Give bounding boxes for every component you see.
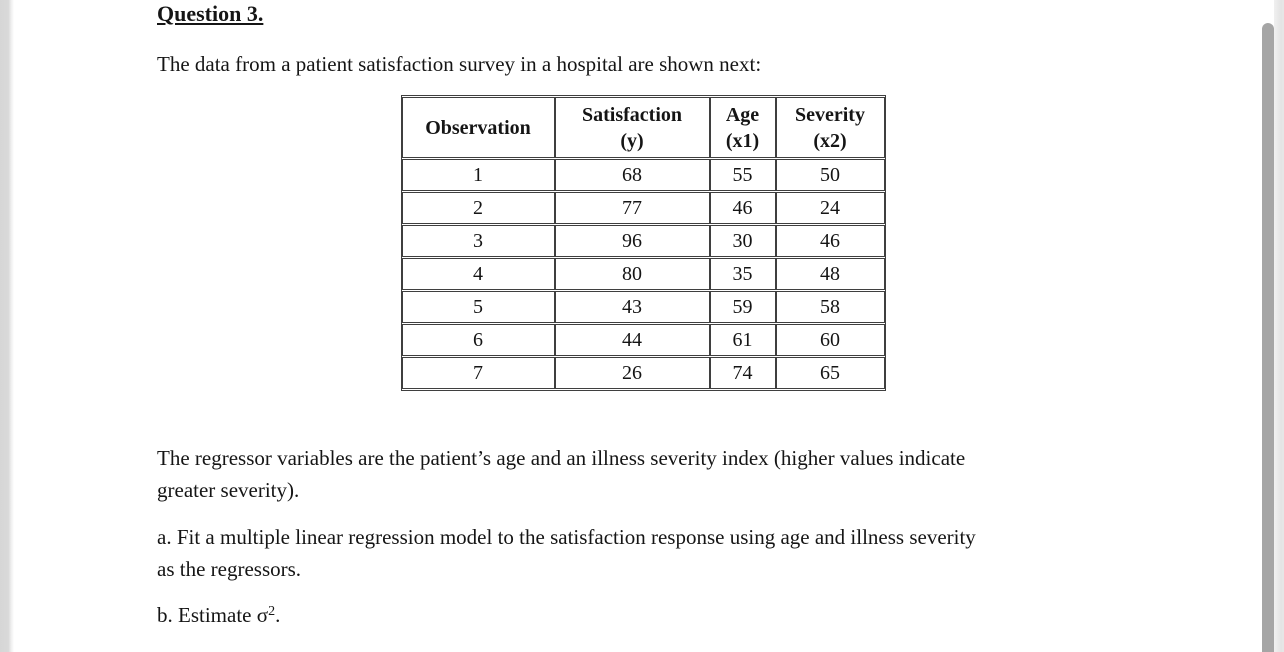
table-row: 5 43 59 58 <box>401 291 885 323</box>
header-severity-line1: Severity <box>795 103 865 126</box>
regressor-note-line2: greater severity). <box>157 478 300 502</box>
table-row: 2 77 46 24 <box>401 192 885 224</box>
cell-age: 35 <box>709 258 776 290</box>
header-observation: Observation <box>401 97 555 158</box>
cell-severity: 60 <box>775 324 885 356</box>
table-row: 7 26 74 65 <box>401 357 885 389</box>
document-content: Question 3. The data from a patient sati… <box>157 0 1129 631</box>
scrollbar-track[interactable] <box>1274 0 1284 652</box>
cell-observation: 7 <box>401 357 555 389</box>
cell-observation: 6 <box>401 324 555 356</box>
header-age: Age (x1) <box>709 97 776 158</box>
table-row: 6 44 61 60 <box>401 324 885 356</box>
cell-observation: 1 <box>401 159 555 191</box>
part-b-suffix: . <box>275 603 281 627</box>
cell-satisfaction: 80 <box>554 258 710 290</box>
cell-severity: 24 <box>775 192 885 224</box>
cell-observation: 4 <box>401 258 555 290</box>
header-severity: Severity (x2) <box>775 97 885 158</box>
cell-observation: 3 <box>401 225 555 257</box>
table-row: 3 96 30 46 <box>401 225 885 257</box>
question-title: Question 3. <box>157 1 264 26</box>
cell-severity: 65 <box>775 357 885 389</box>
header-satisfaction-line1: Satisfaction <box>582 103 682 126</box>
header-satisfaction-line2: (y) <box>620 129 644 152</box>
header-satisfaction: Satisfaction (y) <box>554 97 710 158</box>
table-row: 4 80 35 48 <box>401 258 885 290</box>
cell-severity: 48 <box>775 258 885 290</box>
cell-satisfaction: 68 <box>554 159 710 191</box>
cell-satisfaction: 26 <box>554 357 710 389</box>
part-b-prefix: b. Estimate σ <box>157 603 269 627</box>
cell-age: 59 <box>709 291 776 323</box>
cell-satisfaction: 44 <box>554 324 710 356</box>
cell-severity: 58 <box>775 291 885 323</box>
cell-severity: 50 <box>775 159 885 191</box>
part-a-text: a. Fit a multiple linear regression mode… <box>157 521 1129 585</box>
cell-age: 74 <box>709 357 776 389</box>
cell-satisfaction: 43 <box>554 291 710 323</box>
cell-observation: 5 <box>401 291 555 323</box>
cell-observation: 2 <box>401 192 555 224</box>
cell-satisfaction: 77 <box>554 192 710 224</box>
table-header-row: Observation Satisfaction (y) Age (x1) Se… <box>401 97 885 158</box>
cell-age: 55 <box>709 159 776 191</box>
header-age-line2: (x1) <box>725 129 760 152</box>
cell-satisfaction: 96 <box>554 225 710 257</box>
part-b-text: b. Estimate σ2. <box>157 599 1129 631</box>
scrollbar <box>1262 0 1284 652</box>
table-row: 1 68 55 50 <box>401 159 885 191</box>
cell-severity: 46 <box>775 225 885 257</box>
regressor-note: The regressor variables are the patient’… <box>157 442 1129 506</box>
intro-text: The data from a patient satisfaction sur… <box>157 52 762 76</box>
cell-age: 30 <box>709 225 776 257</box>
cell-age: 46 <box>709 192 776 224</box>
header-severity-line2: (x2) <box>813 129 847 152</box>
left-page-edge <box>0 0 14 652</box>
part-b-superscript: 2 <box>268 604 276 619</box>
cell-age: 61 <box>709 324 776 356</box>
part-a-line2: as the regressors. <box>157 557 302 581</box>
part-a-line1: a. Fit a multiple linear regression mode… <box>157 525 976 549</box>
regressor-note-line1: The regressor variables are the patient’… <box>157 446 966 470</box>
scrollbar-thumb[interactable] <box>1262 23 1274 652</box>
patient-satisfaction-table: Observation Satisfaction (y) Age (x1) Se… <box>400 95 886 391</box>
header-age-line1: Age <box>725 103 760 126</box>
